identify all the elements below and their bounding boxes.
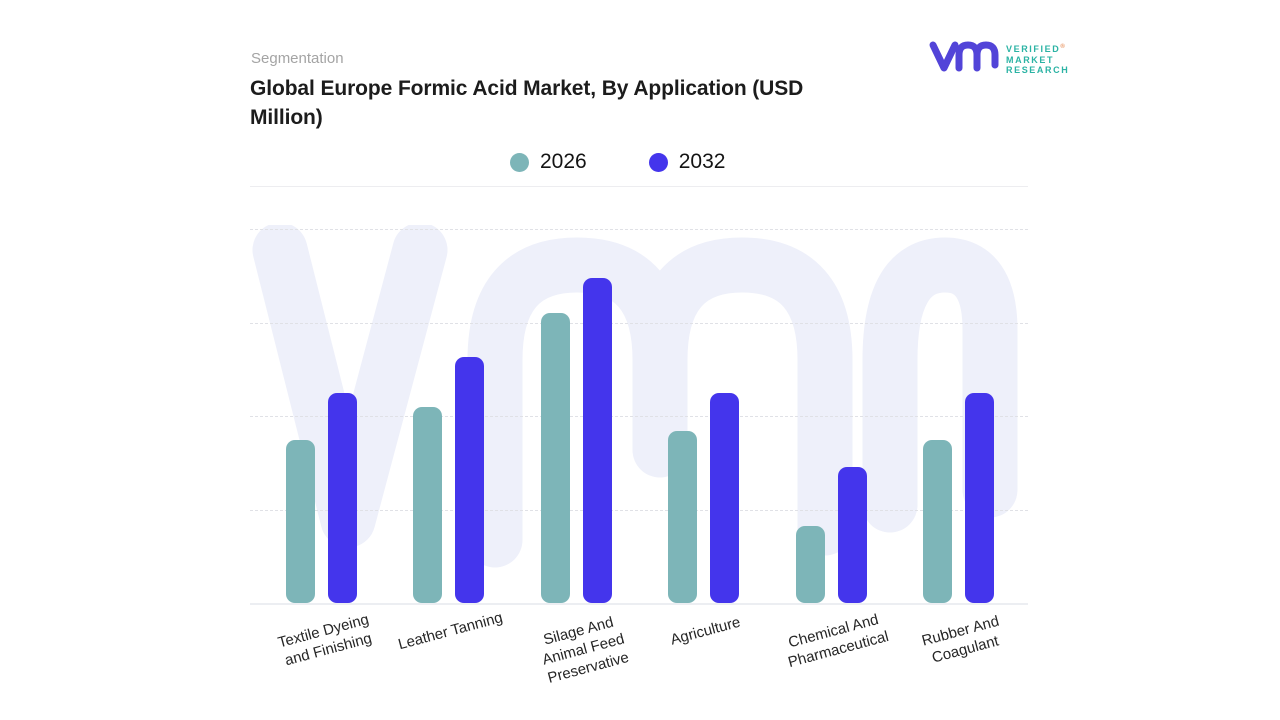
legend-swatch-2032 xyxy=(648,152,668,172)
page-title: Global Europe Formic Acid Market, By App… xyxy=(250,77,804,129)
vmr-monogram-icon xyxy=(929,41,999,72)
bar-2026-4 xyxy=(668,431,698,603)
bar-2032-5 xyxy=(837,467,867,603)
brand-logo[interactable]: VERIFIED® MARKET RESEARCH xyxy=(928,38,1078,78)
gridline-300 xyxy=(250,322,1028,324)
vmr-watermark-icon xyxy=(252,225,1018,568)
bar-2026-2 xyxy=(413,407,443,603)
brand-name: VERIFIED® MARKET RESEARCH xyxy=(1006,44,1070,75)
legend-label-2032: 2032 xyxy=(678,150,726,173)
bar-2032-4 xyxy=(710,393,740,603)
bar-2032-2 xyxy=(455,357,485,603)
legend-swatch-2026 xyxy=(510,152,529,172)
gridline-200 xyxy=(250,416,1028,417)
gridline-400 xyxy=(250,229,1028,230)
bar-2026-5 xyxy=(795,526,825,603)
bar-2026-3 xyxy=(540,313,570,603)
legend-label-2026: 2026 xyxy=(540,150,587,173)
legend-item-2026[interactable]: 2026 xyxy=(510,150,587,174)
x-axis-labels: Textile Dyeing and Finishing Leather Tann… xyxy=(0,609,1280,720)
registered-mark: ® xyxy=(1060,44,1065,50)
plot-area xyxy=(250,225,1028,605)
eyebrow-label: Segmentation xyxy=(251,50,344,67)
legend-item-2032[interactable]: 2032 xyxy=(648,150,726,174)
bar-2032-1 xyxy=(328,393,357,603)
bar-2032-6 xyxy=(965,393,994,603)
legend-divider xyxy=(250,186,1028,187)
gridline-100 xyxy=(250,509,1028,511)
legend: 2026 2032 xyxy=(510,150,725,174)
bar-2026-1 xyxy=(286,440,315,603)
bar-2032-3 xyxy=(582,278,612,603)
bar-2026-6 xyxy=(923,440,952,603)
